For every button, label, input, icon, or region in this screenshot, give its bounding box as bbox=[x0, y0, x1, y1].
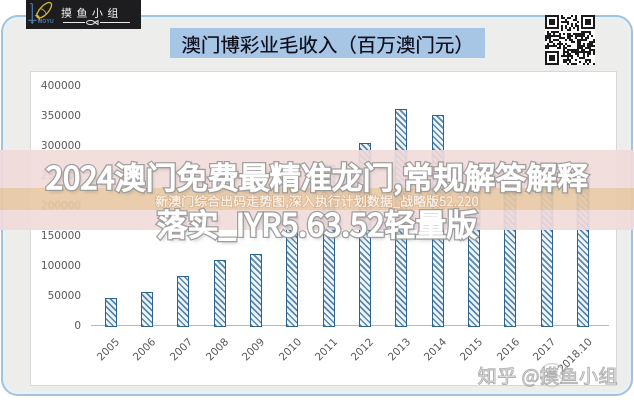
chart-title: 澳门博彩业毛收入（百万澳门元） bbox=[181, 28, 474, 58]
x-axis-line bbox=[91, 325, 609, 326]
x-axis-label: 2006 bbox=[131, 336, 159, 364]
bar-2005 bbox=[104, 298, 117, 327]
x-axis-label: 2009 bbox=[240, 336, 268, 364]
y-axis-label: 400000 bbox=[40, 80, 81, 92]
bar-2008 bbox=[213, 260, 226, 327]
y-axis-label: 350000 bbox=[40, 109, 81, 122]
y-axis-label: 100000 bbox=[40, 259, 81, 272]
brand-name: 摸 鱼 小 组 bbox=[61, 5, 120, 21]
x-axis-label: 2010 bbox=[276, 336, 304, 364]
overlay-line2-text: 落实_IYR5.63.52轻量版 bbox=[156, 200, 478, 245]
y-axis-label: 150000 bbox=[40, 229, 81, 242]
overlay-subline: 新澳门综合出码走势图,深入执行计划数据_战略版52.220 新澳门综合出码走势图… bbox=[0, 190, 634, 210]
brand-logo: 摸 鱼 小 组 MOYU bbox=[26, 0, 141, 29]
bar-2009 bbox=[250, 254, 263, 327]
overlay-headline-line2: 落实_IYR5.63.52轻量版 落实_IYR5.63.52轻量版 bbox=[0, 200, 634, 245]
x-axis-label: 2015 bbox=[458, 336, 486, 364]
watermark-text: 知乎 @摸鱼小组 bbox=[477, 362, 618, 390]
x-axis-label: 2013 bbox=[385, 336, 413, 364]
overlay-line1-outline: 2024澳门免费最精准龙门,常规解答解释 bbox=[44, 153, 590, 198]
y-axis-label: 0 bbox=[74, 319, 81, 332]
qr-code bbox=[545, 15, 595, 65]
bar-2006 bbox=[141, 292, 154, 327]
bar-2007 bbox=[177, 276, 190, 327]
x-axis-label: 2008 bbox=[203, 336, 232, 364]
overlay-band bbox=[0, 150, 634, 230]
x-axis-label: 2016 bbox=[494, 336, 522, 364]
fish-logo-icon bbox=[28, 1, 53, 24]
overlay-subline-text: 新澳门综合出码走势图,深入执行计划数据_战略版52.220 bbox=[155, 190, 479, 210]
overlay-line1-text: 2024澳门免费最精准龙门,常规解答解释 bbox=[45, 153, 589, 198]
x-axis-label: 2011 bbox=[312, 336, 341, 364]
x-axis-label: 2014 bbox=[421, 336, 450, 364]
y-axis-label: 50000 bbox=[47, 289, 81, 302]
overlay-subline-outline: 新澳门综合出码走势图,深入执行计划数据_战略版52.220 bbox=[154, 190, 479, 210]
chart-title-bar: 澳门博彩业毛收入（百万澳门元） bbox=[170, 28, 485, 58]
watermark-fish-icon bbox=[539, 362, 565, 388]
overlay-line2-outline: 落实_IYR5.63.52轻量版 bbox=[155, 200, 480, 245]
overlay-headline-line1: 2024澳门免费最精准龙门,常规解答解释 2024澳门免费最精准龙门,常规解答解… bbox=[0, 153, 634, 198]
x-axis-label: 2007 bbox=[167, 336, 195, 364]
x-axis-label: 2012 bbox=[349, 336, 377, 364]
brand-name-latin: MOYU bbox=[38, 19, 54, 25]
y-axis-label: 300000 bbox=[40, 139, 81, 152]
x-axis-label: 2005 bbox=[94, 336, 123, 364]
